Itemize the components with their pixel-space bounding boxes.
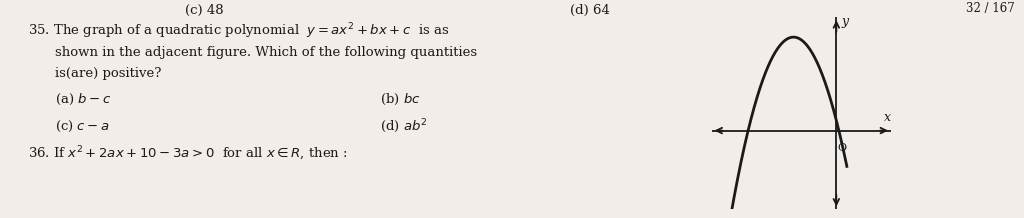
Text: (c) 48: (c) 48 bbox=[185, 4, 223, 17]
Text: y: y bbox=[842, 15, 849, 28]
Text: (d) $ab^2$: (d) $ab^2$ bbox=[380, 117, 427, 135]
Text: x: x bbox=[885, 111, 891, 124]
Text: 35. The graph of a quadratic polynomial  $y = ax^2 + bx + c$  is as: 35. The graph of a quadratic polynomial … bbox=[28, 21, 450, 41]
Text: (c) $c - a$: (c) $c - a$ bbox=[55, 119, 110, 134]
Text: shown in the adjacent figure. Which of the following quantities: shown in the adjacent figure. Which of t… bbox=[55, 46, 477, 59]
Text: 32 / 167: 32 / 167 bbox=[966, 2, 1015, 15]
Text: O: O bbox=[838, 143, 847, 153]
Text: is(are) positive?: is(are) positive? bbox=[55, 67, 162, 80]
Text: (b) $bc$: (b) $bc$ bbox=[380, 92, 421, 107]
Text: 36. If $x^2 + 2ax + 10 - 3a > 0$  for all $x \in R$, then :: 36. If $x^2 + 2ax + 10 - 3a > 0$ for all… bbox=[28, 145, 348, 163]
Text: (a) $b - c$: (a) $b - c$ bbox=[55, 92, 112, 107]
Text: (d) 64: (d) 64 bbox=[570, 4, 610, 17]
